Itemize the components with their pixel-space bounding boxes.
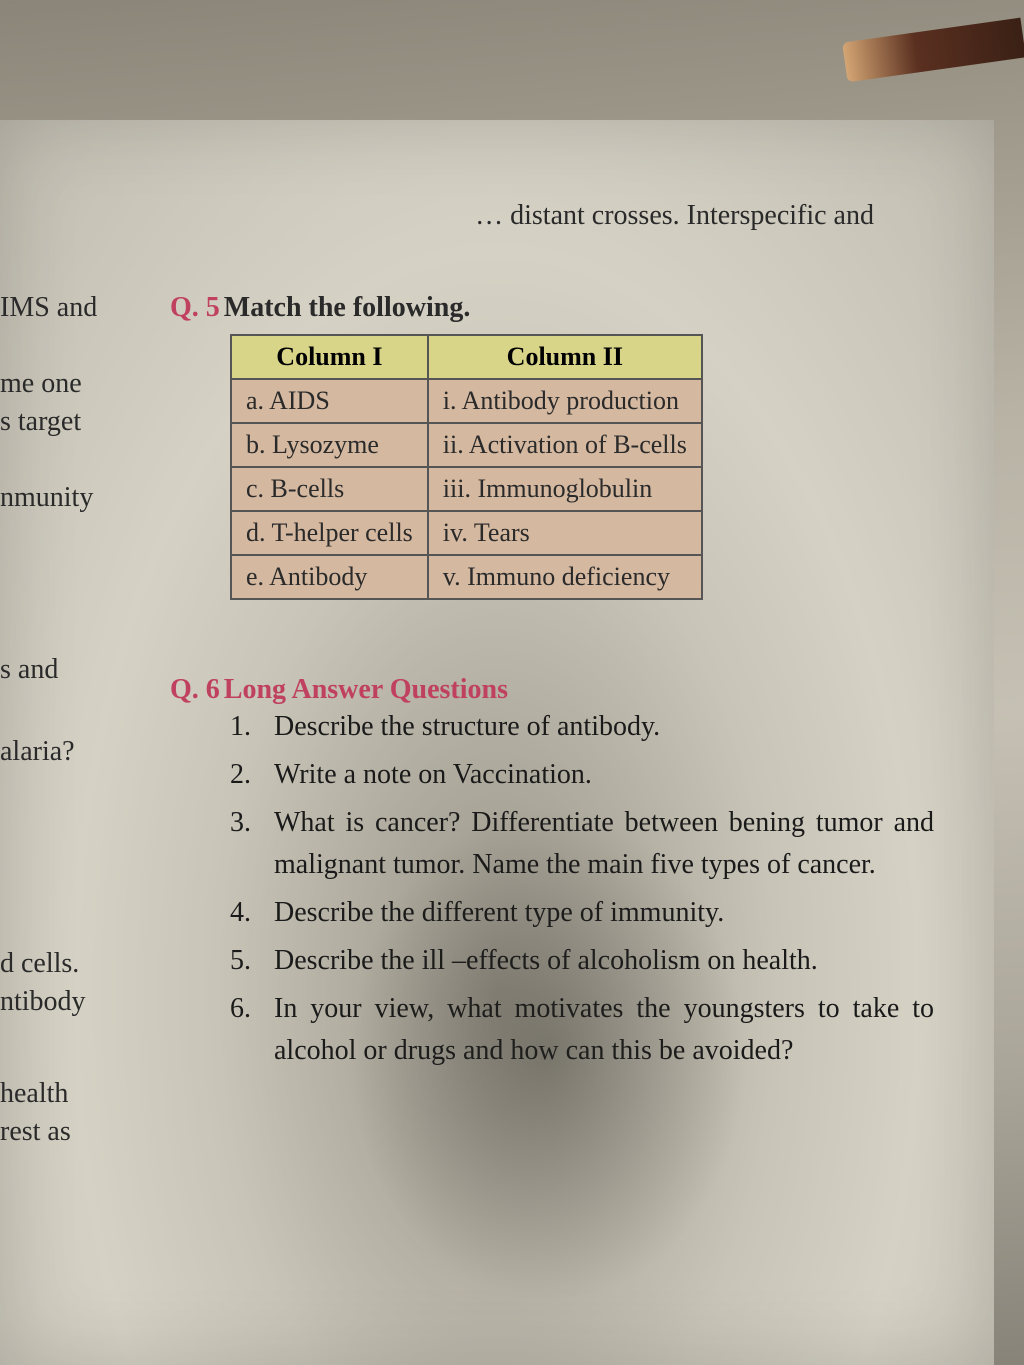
question-number: 1. [230,706,274,748]
list-item: 4.Describe the different type of immunit… [230,892,934,934]
question-number: 4. [230,892,274,934]
question-text: What is cancer? Differentiate between be… [274,802,934,886]
question-text: Describe the different type of immunity. [274,892,934,934]
table-cell: d. T-helper cells [231,511,428,555]
long-answer-list: 1.Describe the structure of antibody.2.W… [170,706,934,1072]
question-number: 2. [230,754,274,796]
q6-title: Long Answer Questions [224,674,508,705]
table-cell: iii. Immunoglobulin [428,467,702,511]
question-text: Describe the structure of antibody. [274,706,934,748]
table-cell: e. Antibody [231,555,428,599]
left-edge-text: me one s target nmunity [0,368,150,514]
pencil-object [842,18,1024,83]
match-table: Column I Column II a. AIDSi. Antibody pr… [230,334,703,600]
question-number: 6. [230,988,274,1072]
table-cell: b. Lysozyme [231,423,428,467]
q5-label: Q. 5 [170,292,220,323]
table-cell: i. Antibody production [428,379,702,423]
q5-title: Match the following. [224,292,471,323]
question-text: Describe the ill –effects of alcoholism … [274,940,934,982]
question-text: Write a note on Vaccination. [274,754,934,796]
table-cell: ii. Activation of B-cells [428,423,702,467]
table-header: Column I [231,335,428,379]
textbook-page: … distant crosses. Interspecific and IMS… [0,120,994,1365]
list-item: 3.What is cancer? Differentiate between … [230,802,934,886]
list-item: 6.In your view, what motivates the young… [230,988,934,1072]
list-item: 5.Describe the ill –effects of alcoholis… [230,940,934,982]
table-header: Column II [428,335,702,379]
question-number: 5. [230,940,274,982]
list-item: 1.Describe the structure of antibody. [230,706,934,748]
question-text: In your view, what motivates the youngst… [274,988,934,1072]
left-edge-text: s and alaria? d cells. ntibody health re… [0,654,150,1148]
question-number: 3. [230,802,274,886]
table-cell: a. AIDS [231,379,428,423]
list-item: 2.Write a note on Vaccination. [230,754,934,796]
table-cell: iv. Tears [428,511,702,555]
table-cell: c. B-cells [231,467,428,511]
q6-label: Q. 6 [170,674,220,705]
left-edge-text: IMS and [0,292,150,324]
table-cell: v. Immuno deficiency [428,555,702,599]
header-text-fragment: … distant crosses. Interspecific and [0,200,934,232]
